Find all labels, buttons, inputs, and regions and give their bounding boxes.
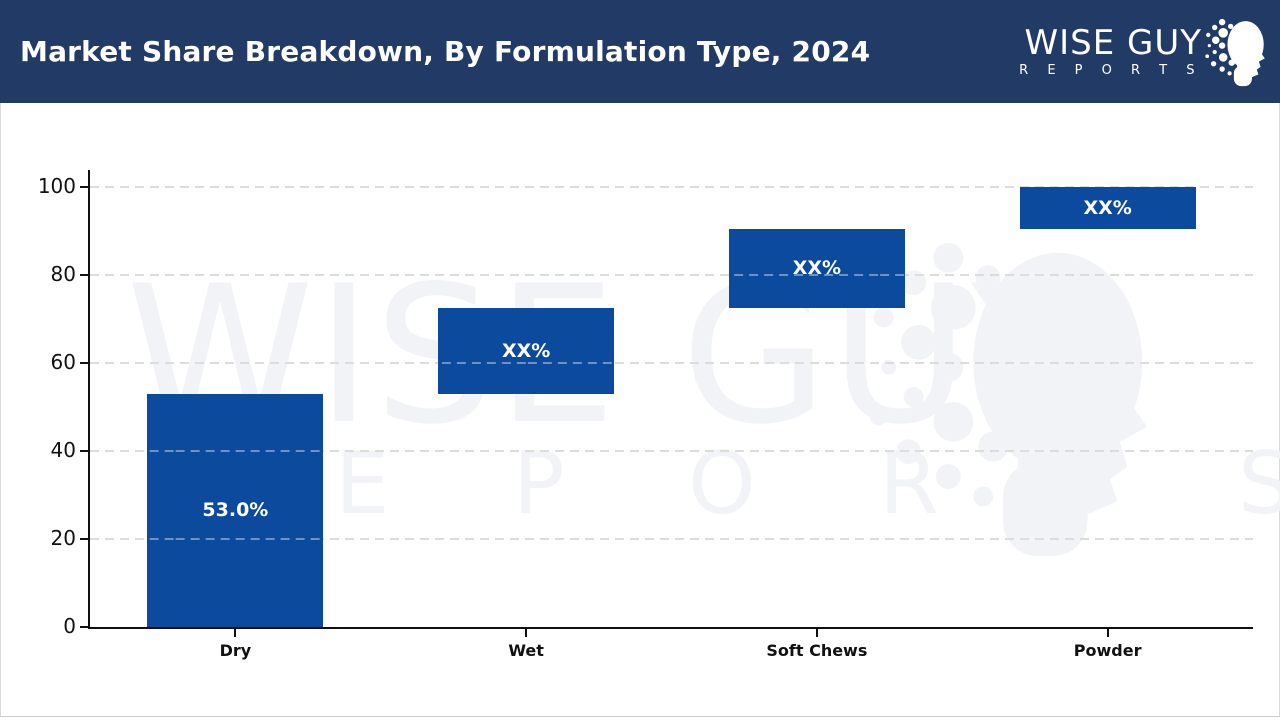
y-tick-label-20: 20 bbox=[50, 526, 76, 550]
y-tick-0 bbox=[80, 626, 88, 628]
bar-dry: 53.0% bbox=[147, 393, 324, 627]
logo-wordmark: WISE GUY bbox=[1024, 23, 1202, 63]
bar-powder: XX% bbox=[1019, 187, 1196, 229]
bar-value-label: XX% bbox=[792, 257, 842, 280]
gridline-60 bbox=[90, 362, 1253, 364]
x-category-label: Wet bbox=[508, 641, 544, 660]
x-category-label: Soft Chews bbox=[766, 641, 868, 660]
chart-area: WISE GUY R E P O R T S 0 20 40 60 80 100 53.0%… bbox=[0, 103, 1280, 720]
gridline-100 bbox=[90, 186, 1253, 188]
x-category-label: Dry bbox=[219, 641, 252, 660]
x-axis-line bbox=[88, 627, 1253, 629]
y-axis-line bbox=[88, 170, 90, 629]
y-tick-20 bbox=[80, 538, 88, 540]
y-tick-label-60: 60 bbox=[50, 350, 76, 374]
bar-wet: XX% bbox=[438, 308, 615, 394]
bar-value-label: XX% bbox=[501, 339, 551, 362]
y-tick-label-40: 40 bbox=[50, 438, 76, 462]
wiseguy-logo: WISE GUY R E P O R T S bbox=[1015, 12, 1280, 92]
y-tick-80 bbox=[80, 274, 88, 276]
y-tick-label-80: 80 bbox=[50, 262, 76, 286]
bar-gridline-overlay-20 bbox=[147, 538, 324, 540]
bar-gridline-overlay-80 bbox=[728, 274, 905, 276]
x-tick-dry bbox=[234, 629, 237, 637]
gridline-80 bbox=[90, 274, 1253, 276]
wiseguy-face-icon bbox=[1205, 18, 1265, 86]
gridline-20 bbox=[90, 538, 1253, 540]
y-tick-100 bbox=[80, 186, 88, 188]
logo-subtitle: R E P O R T S bbox=[1019, 63, 1202, 78]
y-tick-label-0: 0 bbox=[63, 614, 76, 638]
card-left-border bbox=[0, 103, 1, 716]
x-category-label: Powder bbox=[1073, 641, 1142, 660]
bar-gridline-overlay-40 bbox=[147, 450, 324, 452]
header: Market Share Breakdown, By Formulation T… bbox=[0, 0, 1280, 103]
y-tick-40 bbox=[80, 450, 88, 452]
bar-value-label: XX% bbox=[1083, 196, 1132, 219]
x-tick-powder bbox=[1106, 629, 1109, 637]
bar-gridline-overlay-60 bbox=[438, 362, 615, 364]
bar-soft-chews: XX% bbox=[728, 228, 905, 308]
page-title: Market Share Breakdown, By Formulation T… bbox=[20, 35, 871, 68]
wiseguy-logo-text: WISE GUY R E P O R T S bbox=[1015, 26, 1202, 77]
y-tick-60 bbox=[80, 362, 88, 364]
x-tick-wet bbox=[525, 629, 528, 637]
bar-value-label: 53.0% bbox=[202, 499, 269, 522]
gridline-40 bbox=[90, 450, 1253, 452]
card-bottom-border bbox=[0, 716, 1280, 717]
x-tick-soft-chews bbox=[815, 629, 818, 637]
y-tick-label-100: 100 bbox=[37, 174, 76, 198]
